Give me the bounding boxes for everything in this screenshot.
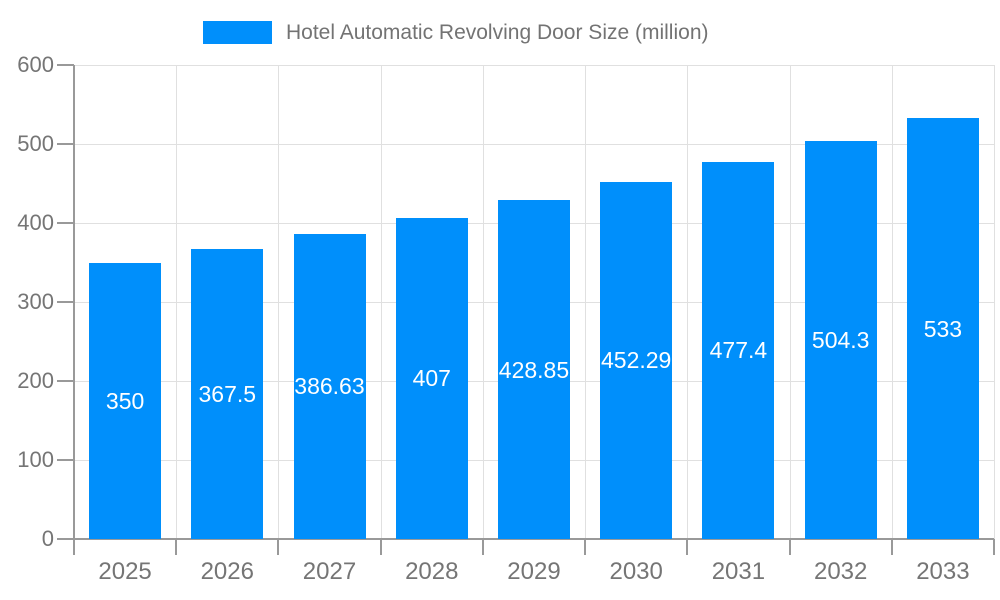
y-axis-label: 100 bbox=[17, 447, 54, 472]
x-axis-tick bbox=[891, 539, 893, 555]
x-axis-tick bbox=[686, 539, 688, 555]
x-gridline bbox=[278, 65, 279, 539]
y-axis-tick bbox=[57, 64, 74, 66]
bar-2031[interactable] bbox=[702, 161, 775, 539]
x-gridline bbox=[687, 65, 688, 539]
x-axis-label: 2025 bbox=[98, 558, 152, 585]
x-axis-label: 2030 bbox=[609, 558, 663, 585]
x-axis-tick bbox=[584, 539, 586, 555]
x-gridline bbox=[790, 65, 791, 539]
bar-2025[interactable] bbox=[89, 262, 162, 539]
bar-2029[interactable] bbox=[498, 200, 570, 539]
y-axis-line bbox=[73, 65, 75, 555]
bar-2028[interactable] bbox=[395, 217, 468, 539]
legend-label: Hotel Automatic Revolving Door Size (mil… bbox=[286, 21, 709, 44]
x-gridline bbox=[585, 65, 586, 539]
x-axis-tick bbox=[380, 539, 382, 555]
y-gridline bbox=[74, 144, 994, 145]
x-axis-tick bbox=[277, 539, 279, 555]
y-axis-tick bbox=[57, 143, 74, 145]
y-axis-label: 0 bbox=[41, 526, 54, 551]
bar-2027[interactable] bbox=[293, 233, 366, 539]
y-axis-tick bbox=[57, 459, 74, 461]
x-gridline bbox=[994, 65, 995, 539]
x-axis-line bbox=[74, 538, 994, 540]
x-gridline bbox=[381, 65, 382, 539]
bar-2030[interactable] bbox=[600, 181, 673, 539]
y-axis-label: 600 bbox=[17, 52, 54, 77]
y-axis-label: 200 bbox=[17, 368, 54, 393]
x-gridline bbox=[483, 65, 484, 539]
x-axis-label: 2029 bbox=[507, 558, 561, 585]
x-axis-label: 2027 bbox=[302, 558, 357, 585]
bar-2033[interactable] bbox=[906, 117, 979, 539]
x-gridline bbox=[892, 65, 893, 539]
x-axis-tick bbox=[789, 539, 791, 555]
x-gridline bbox=[176, 65, 177, 539]
bar-2026[interactable] bbox=[191, 248, 264, 539]
x-axis-label: 2031 bbox=[711, 558, 766, 585]
y-axis-label: 300 bbox=[17, 289, 54, 314]
legend-item[interactable]: Hotel Automatic Revolving Door Size (mil… bbox=[203, 21, 709, 44]
x-axis-label: 2032 bbox=[813, 558, 868, 585]
x-axis-tick bbox=[993, 539, 995, 555]
x-axis-label: 2026 bbox=[200, 558, 254, 585]
y-axis-tick bbox=[57, 538, 74, 540]
x-axis-tick bbox=[175, 539, 177, 555]
x-axis-label: 2033 bbox=[916, 558, 970, 585]
y-axis-tick bbox=[57, 301, 74, 303]
y-axis-tick bbox=[57, 222, 74, 224]
y-gridline bbox=[74, 65, 994, 66]
y-axis-label: 500 bbox=[17, 131, 54, 156]
x-axis-label: 2028 bbox=[405, 558, 459, 585]
bar-2032[interactable] bbox=[804, 140, 877, 539]
legend-swatch bbox=[203, 21, 272, 44]
y-axis-label: 400 bbox=[17, 210, 54, 235]
y-axis-tick bbox=[57, 380, 74, 382]
x-axis-tick bbox=[482, 539, 484, 555]
